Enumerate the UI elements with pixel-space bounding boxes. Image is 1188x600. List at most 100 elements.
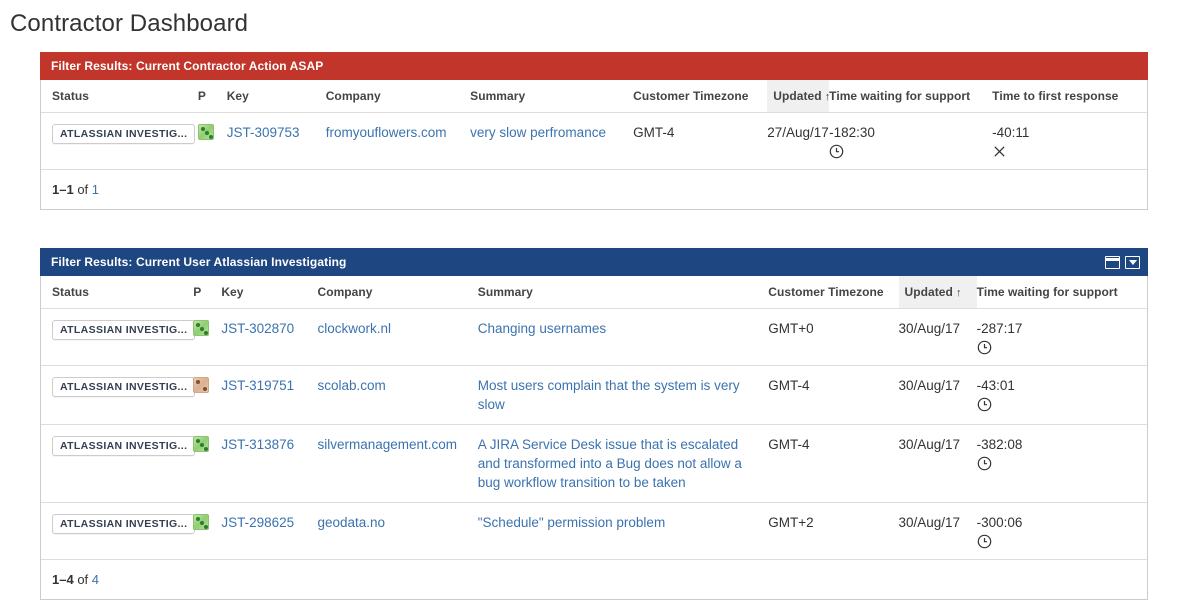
priority-green-icon [193, 436, 210, 452]
column-header-updated[interactable]: Updated ↑ [898, 276, 977, 309]
column-header-customer-timezone[interactable]: Customer Timezone [633, 80, 768, 113]
cell-updated: 30/Aug/17 [898, 424, 977, 503]
status-badge[interactable]: ATLASSIAN INVESTIG... [52, 124, 196, 144]
summary-link[interactable]: very slow perfromance [470, 125, 606, 140]
column-header-summary[interactable]: Summary [470, 80, 634, 113]
cell-customer-timezone: GMT-4 [768, 365, 899, 425]
summary-link[interactable]: Changing usernames [477, 321, 607, 336]
company-link[interactable]: fromyouflowers.com [325, 125, 447, 140]
cell-customer-timezone: GMT-4 [633, 112, 768, 170]
cell-status: ATLASSIAN INVESTIG... [41, 308, 196, 366]
issue-key-link[interactable]: JST-319751 [221, 378, 295, 393]
pagination-total-link[interactable]: 1 [91, 182, 100, 197]
column-header-customer-timezone[interactable]: Customer Timezone [768, 276, 899, 309]
page-title: Contractor Dashboard [10, 10, 249, 37]
time-waiting-value: -43:01 [976, 378, 1015, 393]
status-badge[interactable]: ATLASSIAN INVESTIG... [52, 320, 196, 340]
cell-updated: 30/Aug/17 [898, 308, 977, 366]
column-header-time-to-first-response[interactable]: Time to first response [992, 80, 1147, 113]
clock-icon [977, 456, 1139, 471]
issues-table: Status P Key Company Summary Customer Timezon… [41, 80, 1147, 170]
pagination-summary: 1–1 of 1 [41, 170, 1147, 209]
company-link[interactable]: clockwork.nl [317, 321, 392, 336]
dashboard-gadget: Filter Results: Current User Atlassian I… [0, 248, 1188, 600]
priority-green-icon [197, 124, 214, 140]
column-header-company[interactable]: Company [317, 276, 478, 309]
status-badge[interactable]: ATLASSIAN INVESTIG... [52, 514, 196, 534]
minimize-icon[interactable] [1105, 255, 1120, 269]
column-header-label: Status [52, 285, 89, 299]
column-header-key[interactable]: Key [226, 80, 326, 113]
cell-time-waiting-for-support: -300:06 [976, 502, 1147, 560]
column-header-status[interactable]: Status [41, 276, 194, 309]
gadget-header: Filter Results: Current Contractor Actio… [40, 52, 1148, 80]
issue-key-link[interactable]: JST-313876 [221, 437, 295, 452]
table-row: ATLASSIAN INVESTIG... JST-309753 fromyoufl… [41, 112, 1147, 170]
company-link[interactable]: geodata.no [317, 515, 386, 530]
issue-key-link[interactable]: JST-309753 [226, 125, 300, 140]
cell-priority [193, 308, 222, 366]
clock-icon [829, 144, 984, 159]
column-header-label: P [193, 285, 202, 299]
column-header-summary[interactable]: Summary [477, 276, 769, 309]
column-header-label: Key [226, 89, 249, 103]
column-header-status[interactable]: Status [41, 80, 198, 113]
column-header-time-waiting-for-support[interactable]: Time waiting for support [829, 80, 993, 113]
cell-key: JST-298625 [221, 502, 318, 560]
cell-priority [197, 112, 227, 170]
gadget-title: Filter Results: Current User Atlassian I… [51, 255, 347, 269]
cell-time-to-first-response: -40:11 [992, 112, 1147, 170]
pagination-range: 1–1 [52, 182, 74, 197]
table-row: ATLASSIAN INVESTIG... JST-302870 clockwork… [41, 308, 1147, 366]
cell-priority [193, 365, 222, 425]
company-link[interactable]: silvermanagement.com [317, 437, 458, 452]
cell-status: ATLASSIAN INVESTIG... [41, 112, 198, 170]
column-header-updated[interactable]: Updated ↑ [767, 80, 830, 113]
cell-customer-timezone: GMT-4 [768, 424, 899, 503]
column-header-time-waiting-for-support[interactable]: Time waiting for support [976, 276, 1147, 309]
priority-green-icon [193, 320, 210, 336]
column-header-label: Updated [773, 89, 822, 103]
gadget-header: Filter Results: Current User Atlassian I… [40, 248, 1148, 276]
pagination-total-link[interactable]: 4 [91, 572, 100, 587]
cell-key: JST-309753 [226, 112, 326, 170]
cell-summary: "Schedule" permission problem [477, 502, 769, 560]
column-header-label: P [197, 89, 206, 103]
status-badge[interactable]: ATLASSIAN INVESTIG... [52, 377, 196, 397]
cell-summary: very slow perfromance [470, 112, 634, 170]
table-header-row: Status P Key Company Summary Customer Timezon… [41, 276, 1147, 309]
company-link[interactable]: scolab.com [317, 378, 386, 393]
chevron-down-icon[interactable] [1125, 255, 1140, 269]
column-header-label: Customer Timezone [768, 285, 884, 299]
cell-company: geodata.no [317, 502, 478, 560]
cell-company: fromyouflowers.com [325, 112, 471, 170]
column-header-label: Customer Timezone [633, 89, 749, 103]
table-header-row: Status P Key Company Summary Customer Timezon… [41, 80, 1147, 113]
column-header-p[interactable]: P [193, 276, 222, 309]
status-badge[interactable]: ATLASSIAN INVESTIG... [52, 436, 196, 456]
cell-status: ATLASSIAN INVESTIG... [41, 365, 196, 425]
issue-key-link[interactable]: JST-302870 [221, 321, 295, 336]
gadget-header-controls [1105, 255, 1140, 269]
table-row: ATLASSIAN INVESTIG... JST-313876 silverman… [41, 424, 1147, 503]
time-waiting-value: -300:06 [976, 515, 1023, 530]
column-header-key[interactable]: Key [221, 276, 318, 309]
clock-icon [977, 397, 1139, 412]
column-header-p[interactable]: P [197, 80, 227, 113]
summary-link[interactable]: A JIRA Service Desk issue that is escala… [477, 437, 742, 490]
clock-icon [977, 340, 1139, 355]
cell-summary: A JIRA Service Desk issue that is escala… [477, 424, 769, 503]
cell-time-waiting-for-support: -287:17 [976, 308, 1147, 366]
cell-updated: 30/Aug/17 [898, 502, 977, 560]
summary-link[interactable]: "Schedule" permission problem [477, 515, 666, 530]
pagination-range: 1–4 [52, 572, 74, 587]
cell-summary: Changing usernames [477, 308, 769, 366]
cell-key: JST-319751 [221, 365, 318, 425]
cell-customer-timezone: GMT+0 [768, 308, 899, 366]
priority-green-icon [193, 514, 210, 530]
issue-key-link[interactable]: JST-298625 [221, 515, 295, 530]
issues-table: Status P Key Company Summary Customer Timezon… [41, 276, 1147, 560]
column-header-company[interactable]: Company [325, 80, 471, 113]
dashboard-gadget: Filter Results: Current Contractor Actio… [0, 52, 1188, 210]
summary-link[interactable]: Most users complain that the system is v… [477, 378, 740, 412]
